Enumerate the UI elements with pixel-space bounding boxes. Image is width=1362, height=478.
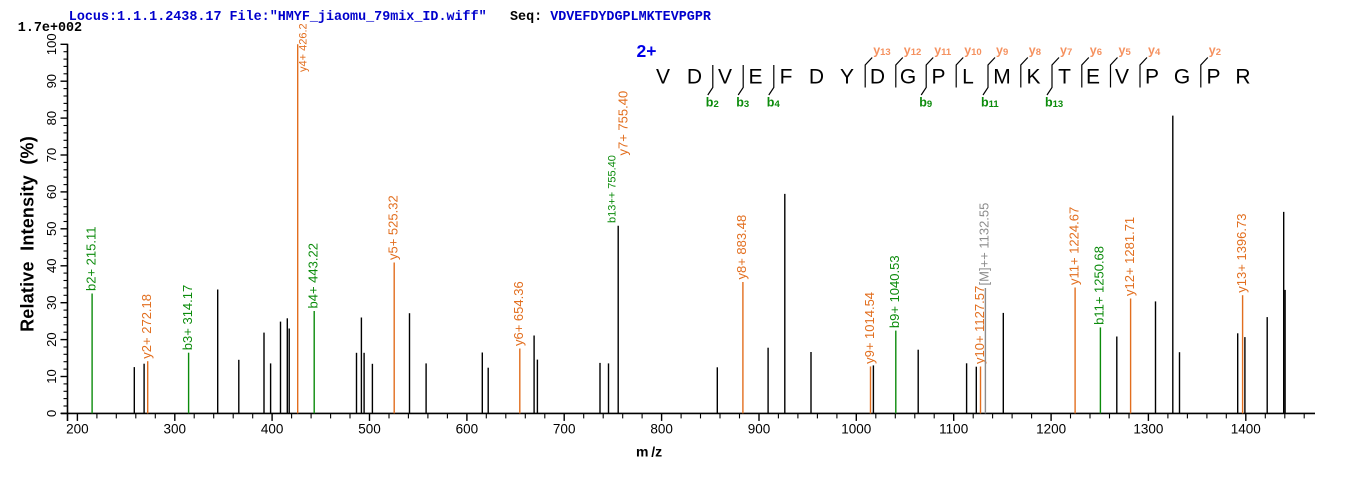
svg-text:y11+ 1224.67: y11+ 1224.67 [1066,207,1081,285]
svg-text:2+: 2+ [637,41,657,61]
svg-text:800: 800 [650,422,673,437]
svg-text:60: 60 [44,185,59,199]
svg-text:T: T [1058,66,1071,89]
svg-text:b4+ 443.22: b4+ 443.22 [306,243,321,308]
svg-text:1000: 1000 [841,422,871,437]
svg-text:70: 70 [44,148,59,162]
svg-text:900: 900 [748,422,771,437]
svg-text:1.7e+002: 1.7e+002 [18,21,82,36]
svg-text:y9: y9 [996,44,1008,59]
svg-text:y4+ 426.2: y4+ 426.2 [298,23,310,72]
svg-text:M: M [993,66,1011,89]
svg-text:y6+ 654.36: y6+ 654.36 [511,281,526,346]
svg-text:80: 80 [44,111,59,125]
svg-text:P: P [1145,66,1159,89]
svg-text:P: P [931,66,945,89]
svg-text:V: V [718,66,732,89]
svg-text:b2+ 215.11: b2+ 215.11 [83,227,98,291]
svg-text:600: 600 [456,422,479,437]
svg-text:y5: y5 [1119,44,1132,59]
svg-text:y12: y12 [904,44,922,59]
svg-text:y8: y8 [1029,44,1041,59]
svg-text:E: E [748,66,762,89]
svg-text:V: V [1115,66,1129,89]
svg-text:y11: y11 [934,44,952,59]
svg-text:200: 200 [66,422,89,437]
svg-text:y2+ 272.18: y2+ 272.18 [139,294,154,359]
svg-text:700: 700 [553,422,576,437]
svg-text:10: 10 [44,369,59,383]
svg-text:y4: y4 [1148,44,1161,59]
svg-text:y2: y2 [1209,44,1221,59]
svg-text:100: 100 [44,33,59,55]
svg-text:G: G [1174,66,1190,89]
svg-text:K: K [1026,66,1040,89]
svg-text:D: D [870,66,885,89]
svg-text:D: D [809,66,824,89]
svg-text:1100: 1100 [939,422,968,437]
svg-text:y6: y6 [1090,44,1102,59]
svg-text:b9: b9 [919,95,932,110]
svg-text:400: 400 [261,422,284,437]
svg-text:20: 20 [44,332,59,346]
svg-text:1300: 1300 [1133,422,1163,437]
svg-text:b3: b3 [736,95,749,110]
svg-text:b13: b13 [1045,95,1063,110]
svg-text:90: 90 [44,74,59,88]
svg-text:G: G [900,66,916,89]
svg-text:b4: b4 [767,95,781,110]
svg-text:y7+ 755.40: y7+ 755.40 [616,91,631,156]
svg-text:E: E [1086,66,1100,89]
svg-text:40: 40 [44,259,59,273]
svg-text:L: L [962,66,974,89]
svg-text:b9+ 1040.53: b9+ 1040.53 [887,255,902,328]
svg-text:y9+ 1014.54: y9+ 1014.54 [862,292,877,364]
svg-text:Seq: VDVEFDYDGPLMKTEVPGPR: Seq: VDVEFDYDGPLMKTEVPGPR [510,10,712,25]
svg-text:y8+ 883.48: y8+ 883.48 [734,215,749,280]
svg-text:1400: 1400 [1231,422,1261,437]
svg-text:R: R [1235,66,1250,89]
svg-text:Y: Y [840,66,854,89]
svg-text:b3+ 314.17: b3+ 314.17 [180,285,195,350]
svg-text:b2: b2 [706,95,719,110]
svg-text:P: P [1206,66,1220,89]
svg-text:y10+ 1127.57: y10+ 1127.57 [972,286,987,364]
svg-text:y7: y7 [1060,44,1072,59]
svg-text:500: 500 [358,422,381,437]
svg-text:Relative Intensity (%): Relative Intensity (%) [18,136,38,332]
svg-text:y10: y10 [964,44,982,59]
svg-text:1200: 1200 [1036,422,1066,437]
svg-text:y12+ 1281.71: y12+ 1281.71 [1122,217,1137,296]
svg-text:m /z: m /z [636,444,662,460]
svg-text:y13+ 1396.73: y13+ 1396.73 [1234,214,1249,293]
svg-text:y13: y13 [873,44,891,59]
svg-text:D: D [687,66,702,89]
svg-text:b13++ 755.40: b13++ 755.40 [607,155,619,223]
svg-text:y5+ 525.32: y5+ 525.32 [386,195,401,260]
svg-text:0: 0 [44,410,59,417]
svg-text:F: F [780,66,793,89]
svg-text:[M]++ 1132.55: [M]++ 1132.55 [977,203,992,286]
svg-text:V: V [656,66,670,89]
svg-text:b11+ 1250.68: b11+ 1250.68 [1092,246,1107,325]
svg-text:30: 30 [44,295,59,309]
svg-text:300: 300 [164,422,187,437]
svg-text:50: 50 [44,222,59,236]
svg-text:b11: b11 [981,95,999,110]
svg-text:Locus:1.1.1.2438.17 File:"HMYF: Locus:1.1.1.2438.17 File:"HMYF_jiaomu_79… [69,10,487,25]
